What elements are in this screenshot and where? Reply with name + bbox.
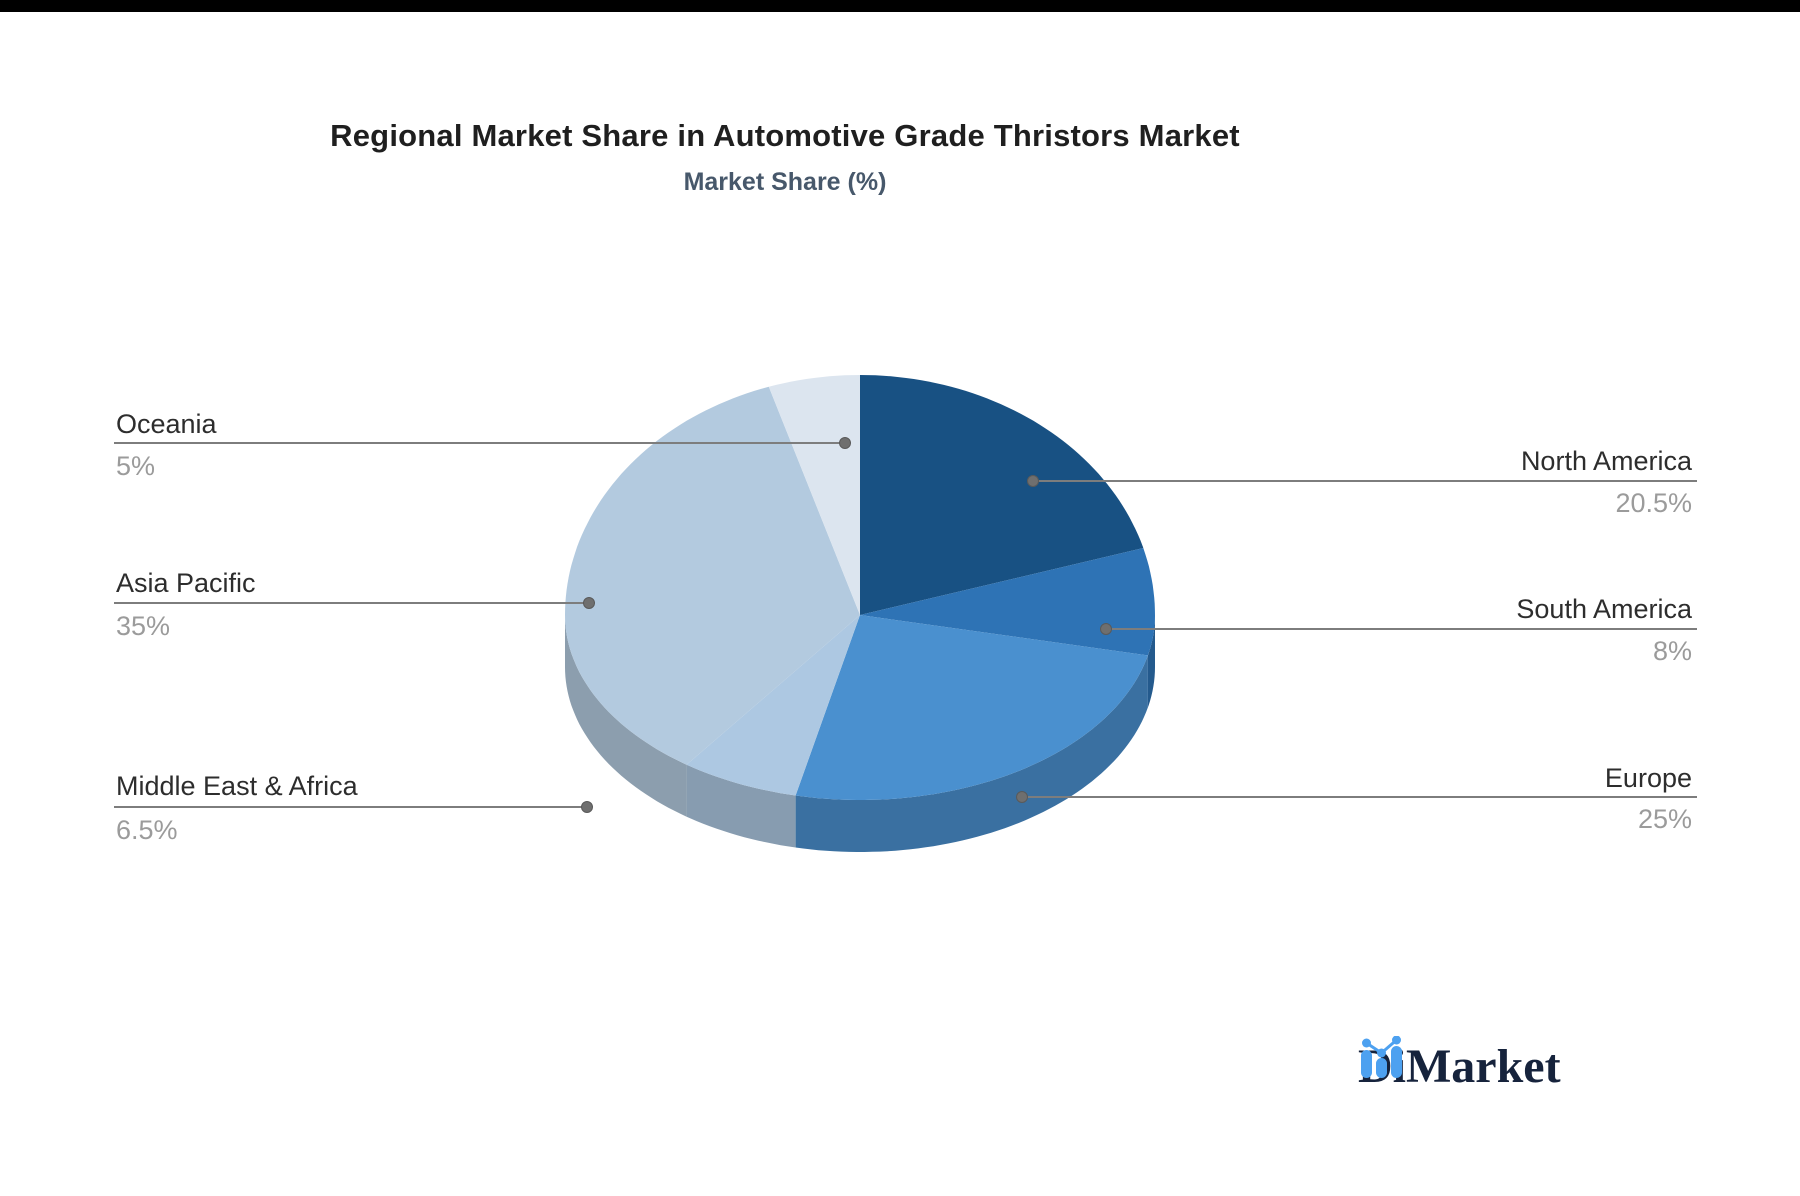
pie-value-north-america: 20.5%: [1615, 488, 1692, 518]
pie-value-oceania: 5%: [116, 451, 156, 481]
chart-subtitle: Market Share (%): [683, 168, 887, 196]
pie-value-middle-east-africa: 6.5%: [116, 815, 178, 845]
connector-dot-europe: [1016, 791, 1028, 803]
pie-label-oceania: Oceania: [116, 409, 217, 439]
dimarket-logo: DiMarket: [1358, 1036, 1561, 1098]
bar-line-chart-icon: [1361, 1036, 1402, 1078]
pie-slice-europe[interactable]: [795, 615, 1148, 800]
pie-label-south-america: South America: [1516, 594, 1692, 624]
pie-label-middle-east-africa: Middle East & Africa: [116, 771, 358, 801]
pie-label-north-america: North America: [1520, 446, 1692, 476]
pie-slice-north-america[interactable]: [860, 375, 1144, 615]
connector-dot-north-america: [1027, 475, 1039, 487]
pie-label-europe: Europe: [1604, 763, 1692, 793]
pie-slice-south-america[interactable]: [860, 548, 1155, 656]
pie-slice-side-europe: [795, 655, 1148, 852]
pie-slice-asia-pacific[interactable]: [565, 386, 860, 765]
connector-dot-middle-east-africa: [581, 801, 593, 813]
pie-value-asia-pacific: 35%: [116, 611, 171, 641]
pie-slice-side-asia-pacific: [565, 615, 687, 817]
top-border-strip: [0, 0, 1800, 12]
connector-dot-oceania: [839, 437, 851, 449]
pie-value-europe: 25%: [1637, 804, 1692, 834]
pie-slice-side-south-america: [1147, 615, 1155, 708]
pie-slice-oceania[interactable]: [768, 375, 860, 615]
pie-value-south-america: 8%: [1652, 636, 1692, 666]
pie-slice-middle-east-africa[interactable]: [686, 615, 860, 796]
connector-dot-asia-pacific: [583, 597, 595, 609]
pie-label-asia-pacific: Asia Pacific: [116, 568, 256, 598]
pie-slice-side-middle-east-africa: [686, 764, 796, 848]
connector-dot-south-america: [1100, 623, 1112, 635]
chart-title: Regional Market Share in Automotive Grad…: [330, 118, 1240, 153]
